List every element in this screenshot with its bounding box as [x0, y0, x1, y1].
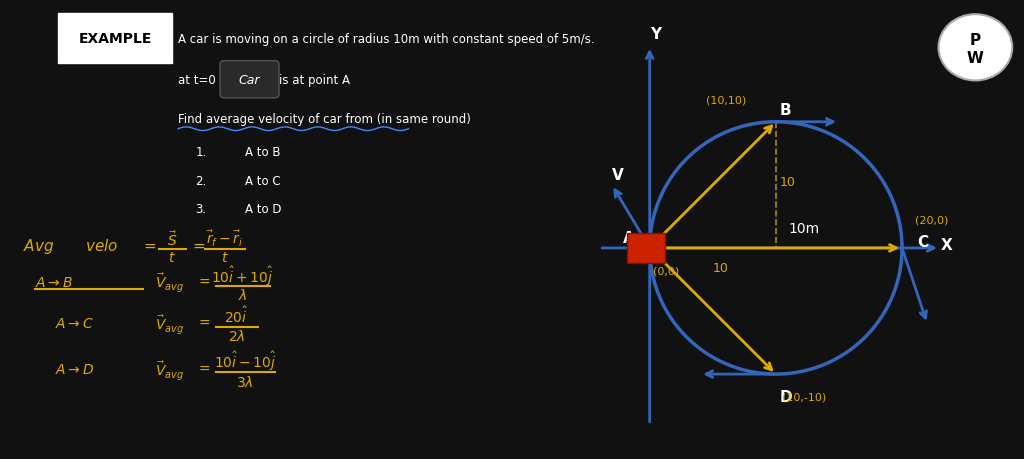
Text: A car is moving on a circle of radius 10m with constant speed of 5m/s.: A car is moving on a circle of radius 10… [178, 33, 595, 45]
Text: W: W [967, 51, 984, 66]
Text: =: = [199, 275, 210, 289]
Text: at t=0: at t=0 [178, 74, 216, 87]
Text: A: A [623, 231, 635, 246]
Text: $20\hat{i}$: $20\hat{i}$ [224, 305, 249, 325]
Text: $\vec{V}_{avg}$: $\vec{V}_{avg}$ [155, 312, 184, 335]
Text: $\vec{V}_{avg}$: $\vec{V}_{avg}$ [155, 271, 184, 294]
Text: 10: 10 [713, 261, 729, 274]
Text: $\lambda$: $\lambda$ [238, 287, 247, 302]
Text: 10: 10 [779, 175, 796, 189]
Text: $\vec{S}$: $\vec{S}$ [167, 230, 177, 248]
Text: =: = [199, 363, 210, 376]
Text: $\vec{V}_{avg}$: $\vec{V}_{avg}$ [155, 358, 184, 381]
Text: (10,10): (10,10) [707, 95, 746, 106]
Text: $10\hat{i}-10\hat{j}$: $10\hat{i}-10\hat{j}$ [214, 349, 276, 372]
Text: (0,0): (0,0) [653, 266, 680, 275]
Text: $A \rightarrow D$: $A \rightarrow D$ [55, 363, 95, 376]
Text: $\vec{r}_f - \vec{r}_i$: $\vec{r}_f - \vec{r}_i$ [206, 229, 244, 249]
Text: $\mathit{Avg}$: $\mathit{Avg}$ [24, 236, 54, 255]
Text: $2\lambda$: $2\lambda$ [227, 329, 245, 343]
Text: EXAMPLE: EXAMPLE [79, 32, 153, 46]
Text: 2.: 2. [196, 174, 207, 187]
Text: Find average velocity of car from (in same round): Find average velocity of car from (in sa… [178, 113, 471, 126]
Text: B: B [779, 102, 792, 118]
Text: =: = [199, 317, 210, 330]
Text: C: C [918, 235, 929, 250]
Text: 1.: 1. [196, 146, 207, 159]
Text: Car: Car [239, 74, 260, 87]
Text: =: = [193, 238, 206, 253]
Text: $t$: $t$ [168, 250, 176, 264]
FancyBboxPatch shape [220, 62, 279, 99]
Text: A to D: A to D [245, 203, 282, 216]
Circle shape [939, 15, 1012, 81]
Text: $A \rightarrow B$: $A \rightarrow B$ [35, 275, 73, 289]
Text: $\mathit{velo}$: $\mathit{velo}$ [85, 238, 118, 253]
Text: $t$: $t$ [221, 250, 228, 264]
Text: $3\lambda$: $3\lambda$ [237, 375, 254, 389]
Text: P: P [970, 33, 981, 47]
Text: 3.: 3. [196, 203, 207, 216]
Text: $10\hat{i}+10\hat{j}$: $10\hat{i}+10\hat{j}$ [211, 264, 273, 287]
Text: =: = [143, 238, 156, 253]
Text: A to C: A to C [245, 174, 281, 187]
Bar [627, 233, 665, 263]
FancyBboxPatch shape [58, 14, 172, 64]
Text: A to B: A to B [245, 146, 281, 159]
Text: X: X [940, 237, 952, 252]
Text: 10m: 10m [788, 221, 819, 235]
Text: is at point A: is at point A [279, 74, 350, 87]
Text: V: V [612, 167, 624, 182]
Text: $A \rightarrow C$: $A \rightarrow C$ [55, 317, 94, 330]
Text: (10,-10): (10,-10) [782, 392, 826, 402]
Text: D: D [779, 389, 793, 404]
Text: Y: Y [650, 27, 662, 42]
Text: (20,0): (20,0) [914, 215, 948, 225]
